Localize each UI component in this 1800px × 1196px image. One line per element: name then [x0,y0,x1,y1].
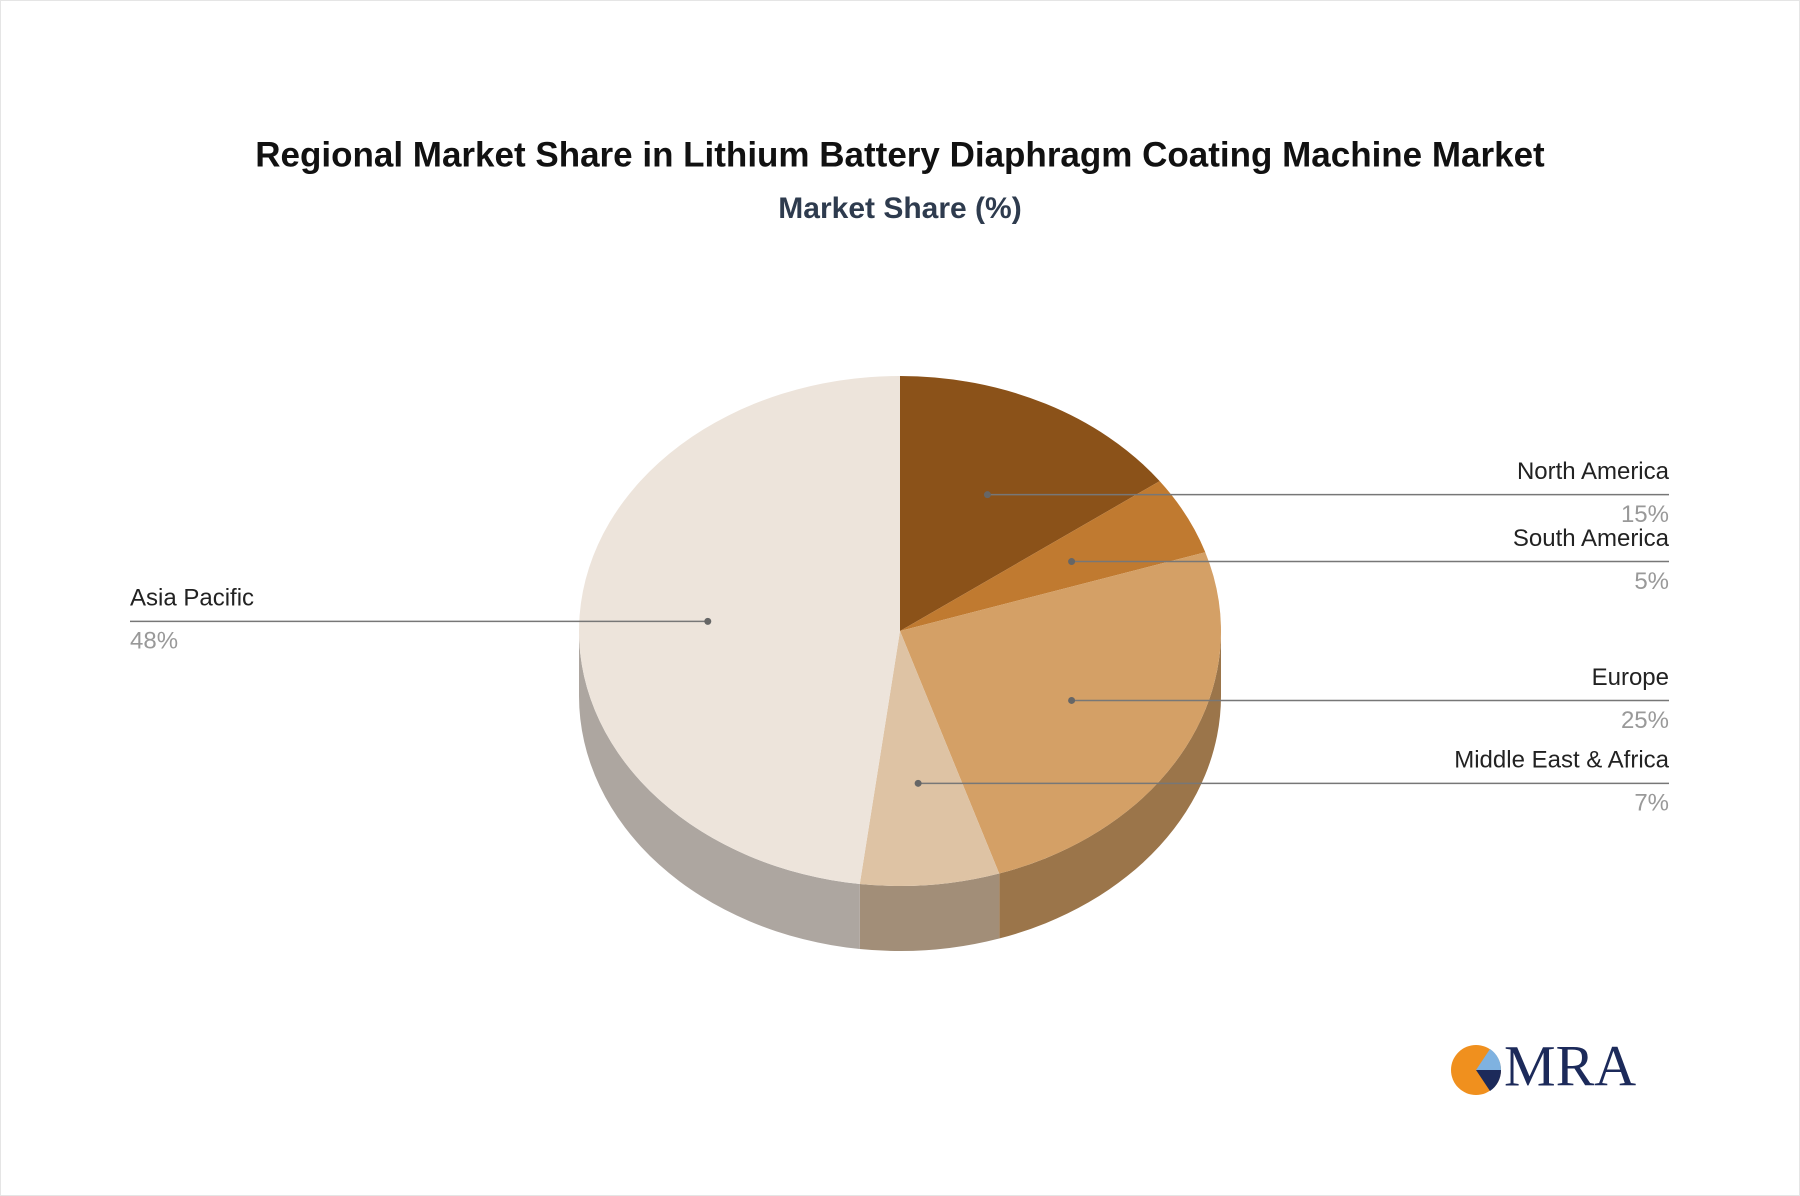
slice-label: Europe [1592,664,1669,691]
slice [900,552,1221,874]
slice-value-label: 15% [1621,501,1669,528]
logo: MRA [1451,1033,1636,1098]
slice-value-label: 25% [1621,707,1669,734]
slice-side [999,631,1221,939]
slice-side [859,873,1000,952]
logo-icon [1476,1070,1502,1091]
slice [900,376,1160,631]
slice-label: South America [1513,525,1670,552]
pie: North America 15%South America 5% Europe 25%… [130,375,1670,952]
slice-value-label: 48% [130,628,178,655]
chart-subtitle: Market Share (%) [778,192,1021,225]
slice-value-label: 7% [1634,790,1669,817]
slice-label: Middle East & Africa [1454,747,1669,774]
logo-icon [1476,1049,1502,1070]
logo-text: MRA [1504,1033,1636,1098]
slice [900,481,1206,631]
slice [859,631,1000,886]
slice-value-label: 5% [1634,568,1669,595]
slice-label: Asia Pacific [130,585,254,612]
leader-dot [914,779,922,787]
leader-dot [1068,696,1076,704]
leader-dot [983,491,991,499]
slice-label: North America [1517,458,1670,485]
slice-side [579,631,860,949]
chart-title: Regional Market Share in Lithium Battery… [255,135,1545,174]
slice [578,375,900,884]
leader-dot [1068,558,1076,566]
leader-dot [704,617,712,625]
